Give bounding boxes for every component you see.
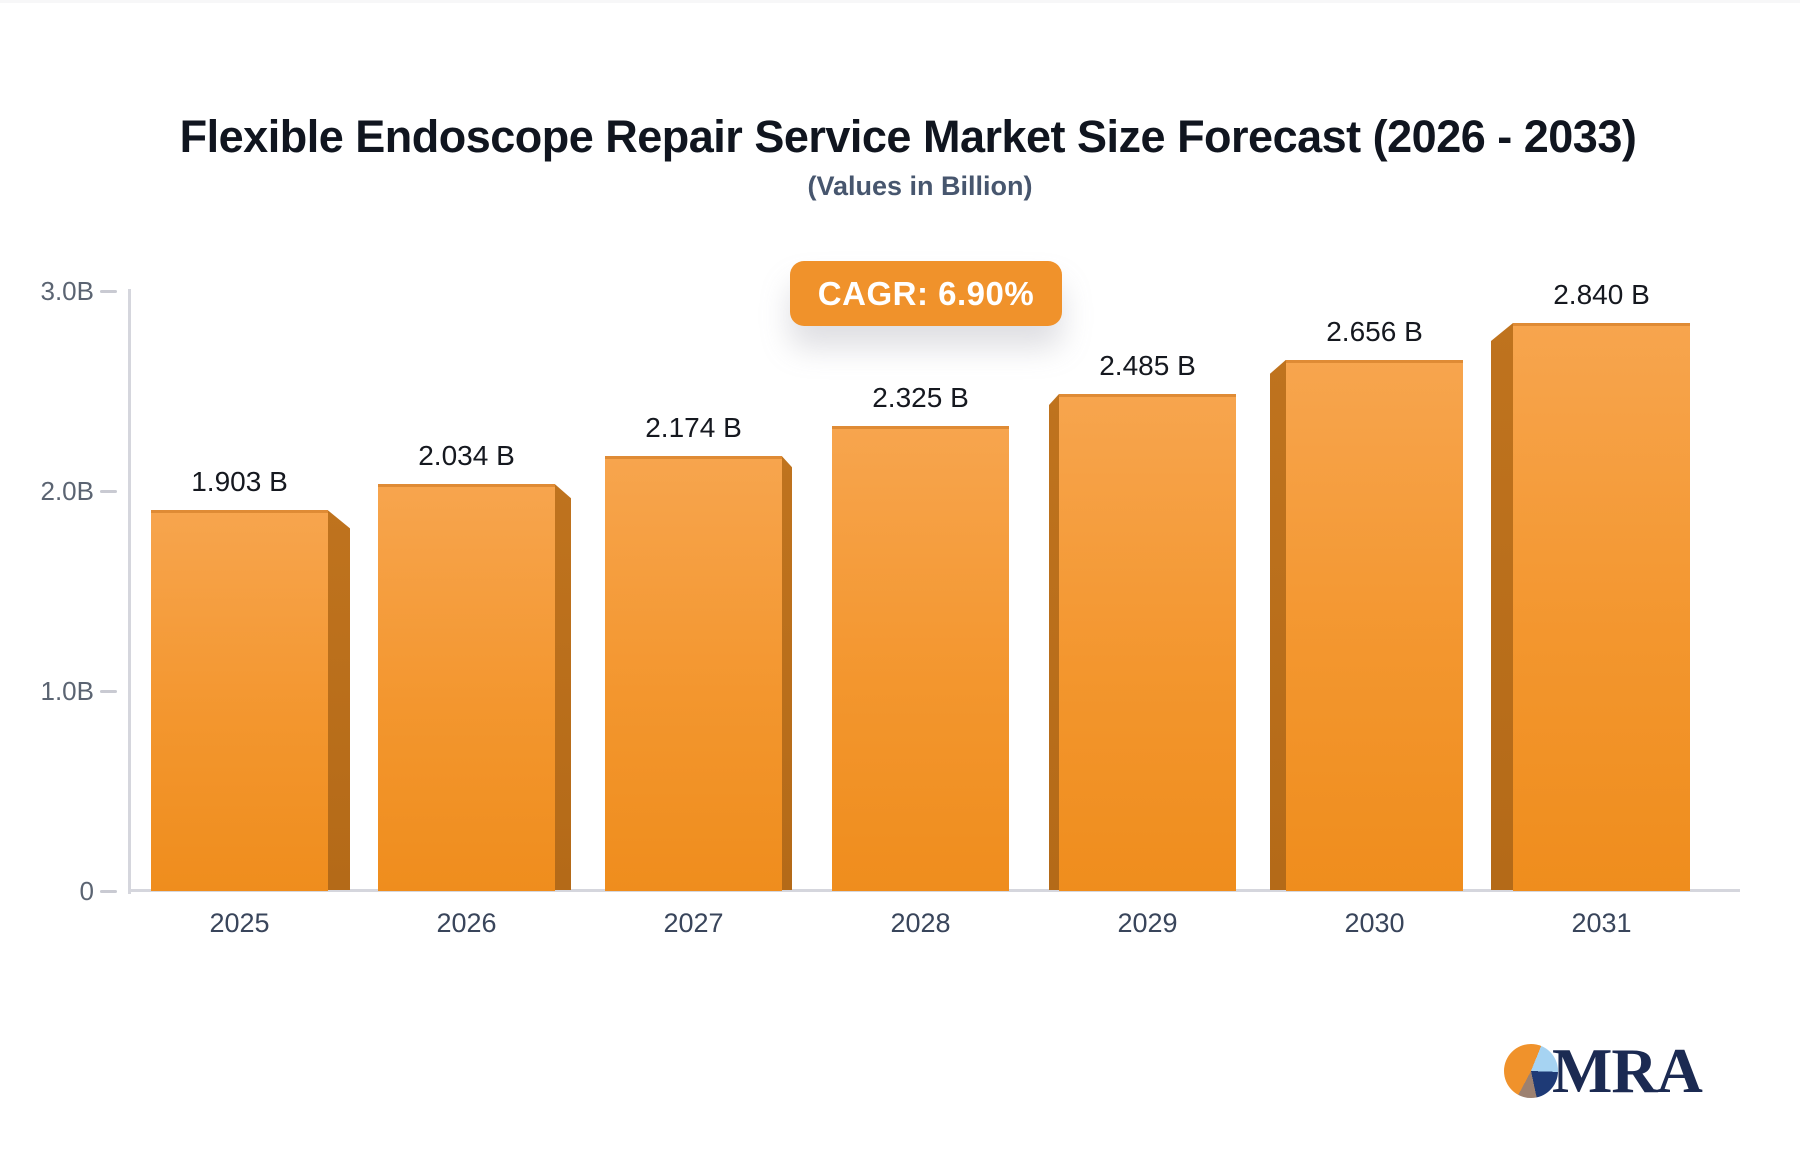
pie-chart-logo-icon — [1504, 1044, 1558, 1098]
y-tick-label: 3.0B — [40, 276, 95, 306]
bar — [832, 426, 1009, 891]
bar-value-label: 2.840 B — [1553, 279, 1650, 310]
chart-subtitle: (Values in Billion) — [807, 171, 1033, 201]
y-tick-label: 1.0B — [40, 676, 95, 706]
bar — [605, 456, 782, 891]
y-tick-mark — [100, 890, 117, 893]
y-tick-mark — [100, 490, 117, 493]
cagr-badge: CAGR: 6.90% — [790, 261, 1062, 326]
bar-value-label: 2.174 B — [645, 412, 742, 444]
bar-3d-side — [328, 510, 350, 890]
bar-3d-side — [1270, 359, 1286, 890]
bar-value-label: 1.903 B — [191, 466, 288, 498]
y-tick-mark — [100, 290, 117, 293]
bar-3d-side — [555, 484, 571, 890]
x-axis-category-label: 2029 — [1117, 908, 1178, 938]
bar-3d-side — [782, 456, 792, 890]
x-axis-category-label: 2031 — [1571, 908, 1632, 938]
bar — [1059, 394, 1236, 891]
bar — [151, 510, 328, 891]
brand-logo-text: MRA — [1552, 1035, 1703, 1106]
x-axis-category-label: 2026 — [436, 908, 497, 938]
chart-title: Flexible Endoscope Repair Service Market… — [179, 111, 1637, 162]
bar — [1286, 359, 1463, 891]
bar-3d-side — [1049, 394, 1059, 890]
bar-value-label: 2.034 B — [418, 440, 515, 472]
y-axis-line — [128, 289, 131, 894]
bar-value-label: 2.485 B — [1099, 350, 1196, 381]
y-tick-mark — [100, 690, 117, 693]
cagr-badge-label: CAGR: 6.90% — [817, 274, 1035, 312]
bar-value-label: 2.656 B — [1326, 315, 1423, 347]
y-tick-label: 2.0B — [40, 476, 95, 506]
x-axis-category-label: 2028 — [890, 908, 951, 938]
y-tick-label: 0 — [79, 876, 94, 906]
x-axis-category-label: 2025 — [209, 908, 270, 938]
brand-logo: MRA — [1504, 1035, 1703, 1106]
bar — [1513, 323, 1690, 891]
bar-value-label: 2.325 B — [872, 382, 969, 413]
x-axis-category-label: 2030 — [1344, 908, 1405, 938]
bar-3d-side — [1491, 323, 1513, 890]
bar — [378, 484, 555, 891]
x-axis-category-label: 2027 — [663, 908, 724, 938]
